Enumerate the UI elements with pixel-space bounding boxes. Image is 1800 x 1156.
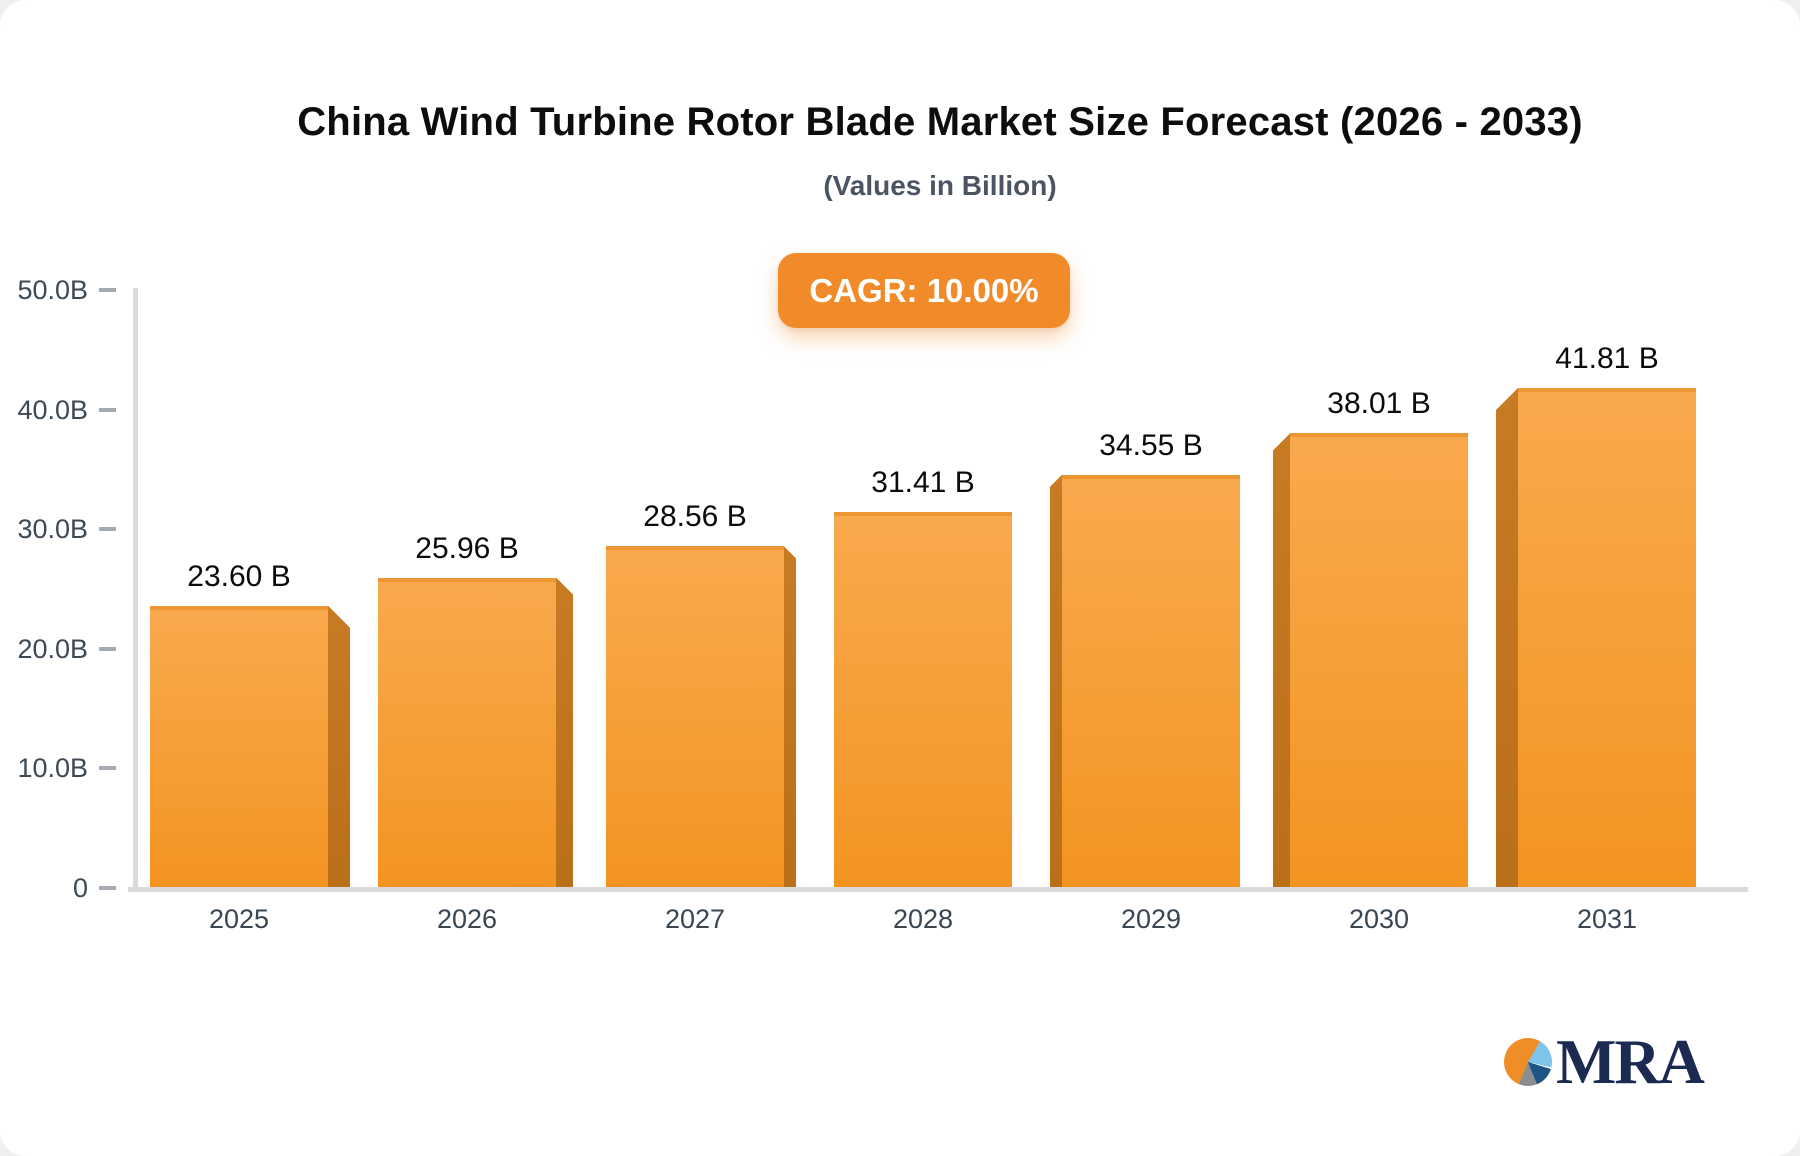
bar-2027[interactable] — [606, 546, 796, 890]
bar-2031[interactable] — [1496, 387, 1696, 890]
bar-face-2031[interactable] — [1518, 387, 1696, 890]
x-axis-label-2030: 2030 — [1348, 904, 1410, 934]
y-axis-label-20.0B: 20.0B — [17, 633, 88, 664]
bar-value-label-2031: 41.81 B — [1555, 341, 1659, 375]
bar-face-2025[interactable] — [150, 605, 328, 890]
y-axis-label-10.0B: 10.0B — [17, 753, 88, 784]
x-axis-label-2028: 2028 — [892, 904, 954, 934]
bar-face-2026[interactable] — [378, 577, 556, 890]
chart-title: China Wind Turbine Rotor Blade Market Si… — [297, 100, 1583, 144]
y-axis-tick-20.0B — [99, 646, 116, 651]
bar-value-label-2030: 38.01 B — [1327, 387, 1431, 421]
y-axis-tick-30.0B — [99, 527, 116, 532]
bar-value-label-2026: 25.96 B — [415, 531, 519, 565]
bar-side-3d-2027 — [784, 546, 796, 890]
y-axis-tick-10.0B — [99, 766, 116, 771]
bar-side-3d-2031 — [1496, 387, 1518, 890]
bar-2029[interactable] — [1050, 474, 1240, 890]
bar-value-label-2028: 31.41 B — [871, 466, 975, 500]
x-axis-label-2027: 2027 — [664, 904, 726, 934]
logo-text: MRA — [1556, 1026, 1705, 1097]
cagr-badge-label: CAGR: 10.00% — [809, 271, 1039, 309]
bar-value-label-2025: 23.60 B — [187, 559, 291, 593]
cagr-badge: CAGR: 10.00% — [778, 253, 1070, 328]
bar-2030[interactable] — [1273, 433, 1468, 890]
y-axis-tick-50.0B — [99, 288, 116, 292]
y-axis-tick-0 — [99, 886, 116, 890]
bar-side-3d-2025 — [328, 605, 350, 890]
bar-2028[interactable] — [834, 512, 1012, 890]
x-axis-label-2031: 2031 — [1576, 904, 1638, 934]
y-axis-tick-40.0B — [99, 407, 116, 412]
bar-side-3d-2030 — [1273, 433, 1290, 890]
chart-subtitle: (Values in Billion) — [823, 170, 1057, 201]
bar-face-2030[interactable] — [1290, 433, 1468, 890]
bar-side-3d-2026 — [556, 577, 573, 890]
y-axis-label-40.0B: 40.0B — [17, 394, 88, 425]
y-axis-label-30.0B: 30.0B — [17, 514, 88, 545]
bar-side-3d-2029 — [1050, 474, 1062, 890]
pie-chart-logo-icon — [1504, 1038, 1552, 1086]
x-axis-label-2026: 2026 — [436, 904, 498, 934]
x-axis-label-2029: 2029 — [1120, 904, 1182, 934]
bar-face-2027[interactable] — [606, 546, 784, 890]
y-axis-line — [133, 288, 138, 892]
x-axis-label-2025: 2025 — [208, 904, 270, 934]
bar-value-label-2027: 28.56 B — [643, 500, 747, 534]
bar-value-label-2029: 34.55 B — [1099, 428, 1203, 462]
x-axis-baseline — [128, 887, 1748, 892]
bar-2026[interactable] — [378, 577, 573, 890]
y-axis-label-0: 0 — [72, 873, 88, 903]
mra-logo: MRA — [1504, 1026, 1705, 1097]
bar-face-2029[interactable] — [1062, 474, 1240, 890]
bar-face-2028[interactable] — [834, 512, 1012, 890]
bar-2025[interactable] — [150, 605, 350, 890]
y-axis-label-50.0B: 50.0B — [17, 275, 88, 305]
